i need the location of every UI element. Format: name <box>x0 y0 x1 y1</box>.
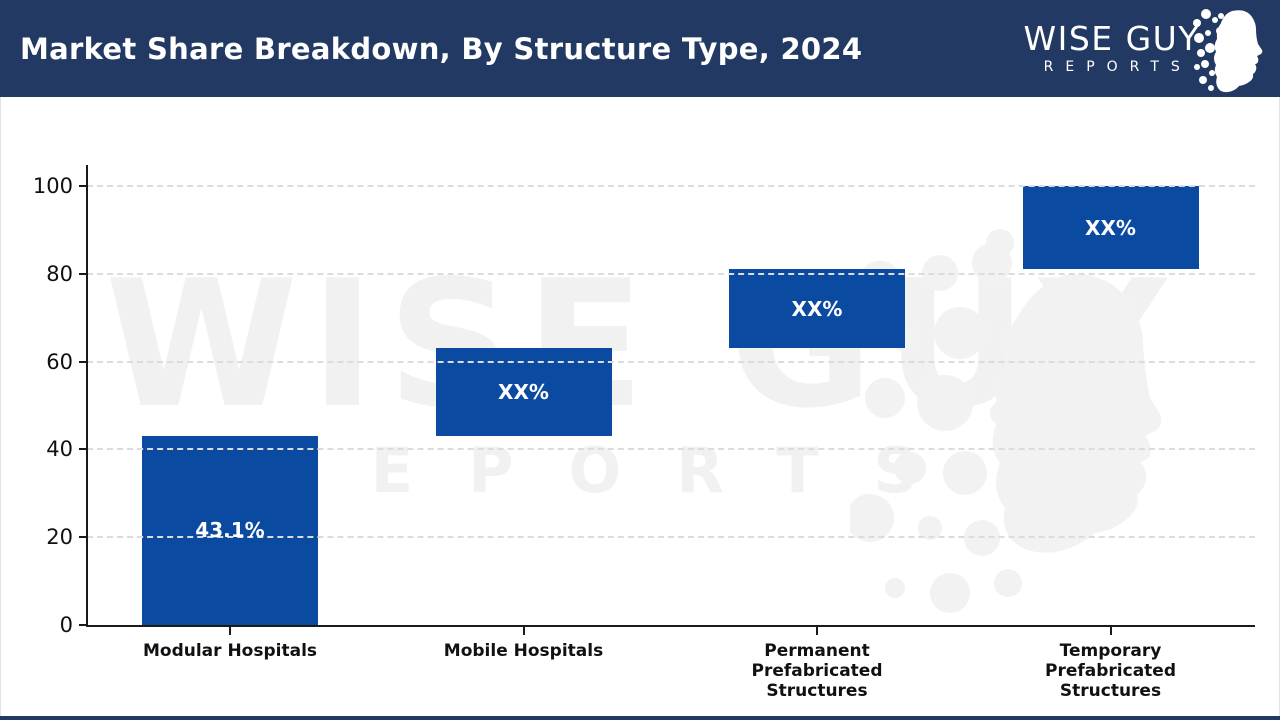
bar-value-label: XX% <box>791 296 843 321</box>
y-tick-mark <box>79 536 87 539</box>
x-tick-mark <box>1109 627 1112 635</box>
y-tick-label: 100 <box>32 174 73 198</box>
header-bar: Market Share Breakdown, By Structure Typ… <box>0 0 1280 97</box>
y-tick-label: 80 <box>46 261 73 286</box>
x-category-label: Permanent Prefabricated Structures <box>751 641 883 701</box>
left-edge-line <box>0 97 1 716</box>
x-tick-mark <box>816 627 818 635</box>
gridline-100 <box>87 185 1255 187</box>
y-tick-mark <box>79 185 87 187</box>
bar-value-label: 43.1% <box>195 518 265 543</box>
y-tick-mark <box>79 448 87 451</box>
bar-segment <box>1022 186 1199 270</box>
y-tick-label: 60 <box>46 349 73 374</box>
logo-reports-label: REPORTS <box>1043 58 1192 75</box>
y-tick-mark <box>79 624 87 626</box>
gridline-20 <box>87 536 1255 539</box>
x-category-label: Mobile Hospitals <box>443 641 604 661</box>
y-tick-mark <box>79 272 87 275</box>
footer-bar <box>0 716 1280 720</box>
x-axis-line <box>86 625 1255 627</box>
bar-value-label: XX% <box>1085 215 1136 240</box>
bar-segment <box>142 435 318 625</box>
x-category-label: Modular Hospitals <box>142 641 318 661</box>
y-tick-mark <box>79 360 87 363</box>
logo-wiseguy-label: WISE GUY <box>1023 19 1200 58</box>
x-tick-mark <box>522 627 525 635</box>
watermark-wiseguy-text: WISE GUY <box>105 244 1179 447</box>
gridline-80 <box>87 272 1255 275</box>
chart-title: Market Share Breakdown, By Structure Typ… <box>20 31 863 66</box>
logo-text: WISE GUY REPORTS <box>1023 19 1200 75</box>
x-category-label: Temporary Prefabricated Structures <box>1045 641 1176 701</box>
bar-value-label: XX% <box>498 379 549 404</box>
logo-head-profile-icon <box>1193 9 1263 93</box>
y-tick-label: 20 <box>46 525 73 550</box>
y-tick-label: 0 <box>59 613 73 637</box>
x-tick-mark <box>229 627 231 635</box>
bar-segment <box>435 347 612 436</box>
gridline-60 <box>87 360 1255 363</box>
y-tick-label: 40 <box>46 437 73 462</box>
gridline-40 <box>87 448 1255 451</box>
y-axis-line <box>86 165 88 626</box>
wise-guy-reports-logo: WISE GUY REPORTS <box>1014 0 1274 97</box>
bar-segment <box>729 269 905 348</box>
